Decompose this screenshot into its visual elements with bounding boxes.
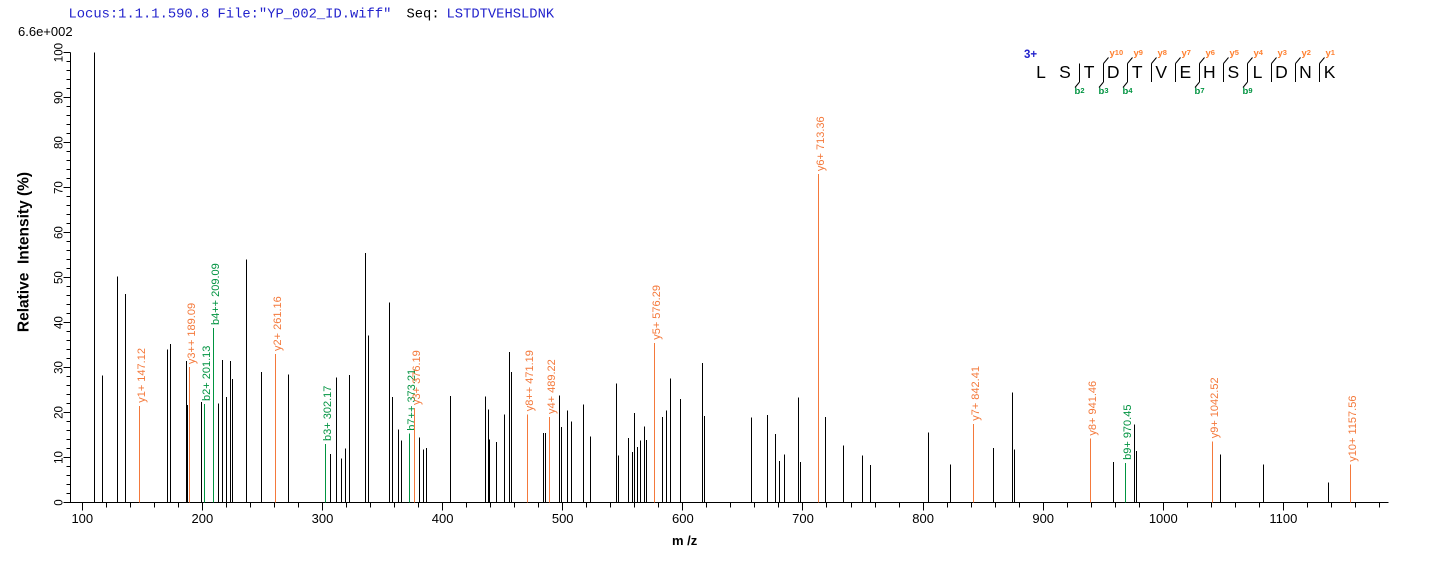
svg-text:y1+ 147.12: y1+ 147.12 (136, 348, 148, 403)
svg-text:y3+ 376.19: y3+ 376.19 (411, 350, 423, 405)
svg-text:b4++ 209.09: b4++ 209.09 (210, 263, 222, 325)
svg-text:y2+ 261.16: y2+ 261.16 (272, 296, 284, 351)
svg-text:30: 30 (54, 361, 66, 374)
svg-text:y1: y1 (1326, 48, 1335, 59)
svg-text:K: K (1324, 62, 1336, 82)
svg-text:y7: y7 (1182, 48, 1191, 59)
svg-text:b3+ 302.17: b3+ 302.17 (322, 386, 334, 441)
svg-text:E: E (1179, 62, 1191, 82)
svg-text:y6: y6 (1206, 48, 1215, 59)
svg-text:50: 50 (54, 271, 66, 284)
svg-text:y8: y8 (1158, 48, 1167, 59)
svg-text:3+: 3+ (1024, 49, 1037, 61)
svg-text:y7+ 842.41: y7+ 842.41 (970, 366, 982, 421)
svg-text:10: 10 (54, 451, 66, 464)
svg-text:b4: b4 (1123, 86, 1134, 97)
svg-text:y4+ 489.22: y4+ 489.22 (546, 359, 558, 414)
svg-text:V: V (1155, 62, 1167, 82)
svg-text:b2+ 201.13: b2+ 201.13 (201, 346, 213, 401)
svg-text:b2: b2 (1075, 86, 1085, 97)
svg-text:6.6e+002: 6.6e+002 (18, 24, 73, 39)
svg-text:1000: 1000 (1149, 511, 1178, 526)
svg-text:LSTDTVEHSLDNK: LSTDTVEHSLDNK (447, 8, 555, 23)
svg-text:200: 200 (192, 511, 214, 526)
svg-text:800: 800 (912, 511, 934, 526)
svg-text:T: T (1084, 62, 1095, 82)
svg-text:Locus:1.1.1.590.8 File:"YP_002: Locus:1.1.1.590.8 File:"YP_002_ID.wiff" (69, 7, 392, 23)
svg-text:70: 70 (54, 181, 66, 194)
svg-text:L: L (1036, 62, 1046, 82)
svg-text:D: D (1275, 62, 1288, 82)
svg-text:y10: y10 (1110, 48, 1124, 59)
svg-text:T: T (1132, 62, 1143, 82)
svg-text:N: N (1299, 62, 1312, 82)
svg-text:y6+ 713.36: y6+ 713.36 (815, 116, 827, 171)
svg-text:b9: b9 (1243, 86, 1253, 97)
svg-text:Seq:: Seq: (407, 8, 440, 23)
svg-text:y9+ 1042.52: y9+ 1042.52 (1209, 377, 1221, 438)
svg-text:Relative Intensity (%): Relative Intensity (%) (16, 172, 33, 332)
svg-text:20: 20 (54, 406, 66, 419)
svg-text:y2: y2 (1302, 48, 1311, 59)
svg-text:H: H (1203, 62, 1216, 82)
svg-text:y8++ 471.19: y8++ 471.19 (524, 350, 536, 411)
svg-text:90: 90 (54, 91, 66, 104)
svg-text:y8+ 941.46: y8+ 941.46 (1087, 381, 1099, 436)
svg-text:b9+ 970.45: b9+ 970.45 (1122, 405, 1134, 460)
svg-text:300: 300 (312, 511, 334, 526)
svg-text:400: 400 (432, 511, 454, 526)
svg-text:b7: b7 (1195, 86, 1205, 97)
svg-text:y10+ 1157.56: y10+ 1157.56 (1347, 396, 1359, 462)
svg-text:y3++ 189.09: y3++ 189.09 (186, 303, 198, 364)
svg-text:S: S (1059, 62, 1071, 82)
svg-text:y3: y3 (1278, 48, 1287, 59)
svg-text:y5+ 576.29: y5+ 576.29 (651, 285, 663, 340)
svg-text:40: 40 (54, 316, 66, 329)
svg-text:m /z: m /z (672, 533, 698, 548)
svg-text:100: 100 (71, 511, 93, 526)
svg-text:700: 700 (792, 511, 814, 526)
svg-text:y9: y9 (1134, 48, 1143, 59)
svg-text:y4: y4 (1254, 48, 1264, 59)
svg-text:L: L (1253, 62, 1263, 82)
svg-text:500: 500 (552, 511, 574, 526)
svg-text:80: 80 (54, 136, 66, 149)
svg-text:1100: 1100 (1269, 511, 1297, 526)
svg-text:600: 600 (672, 511, 694, 526)
svg-text:D: D (1107, 62, 1120, 82)
svg-text:0: 0 (54, 499, 66, 505)
svg-text:900: 900 (1032, 511, 1054, 526)
svg-text:S: S (1228, 62, 1240, 82)
svg-text:b3: b3 (1099, 86, 1109, 97)
svg-text:60: 60 (54, 226, 66, 239)
svg-text:y5: y5 (1230, 48, 1239, 59)
svg-text:100: 100 (54, 43, 66, 62)
